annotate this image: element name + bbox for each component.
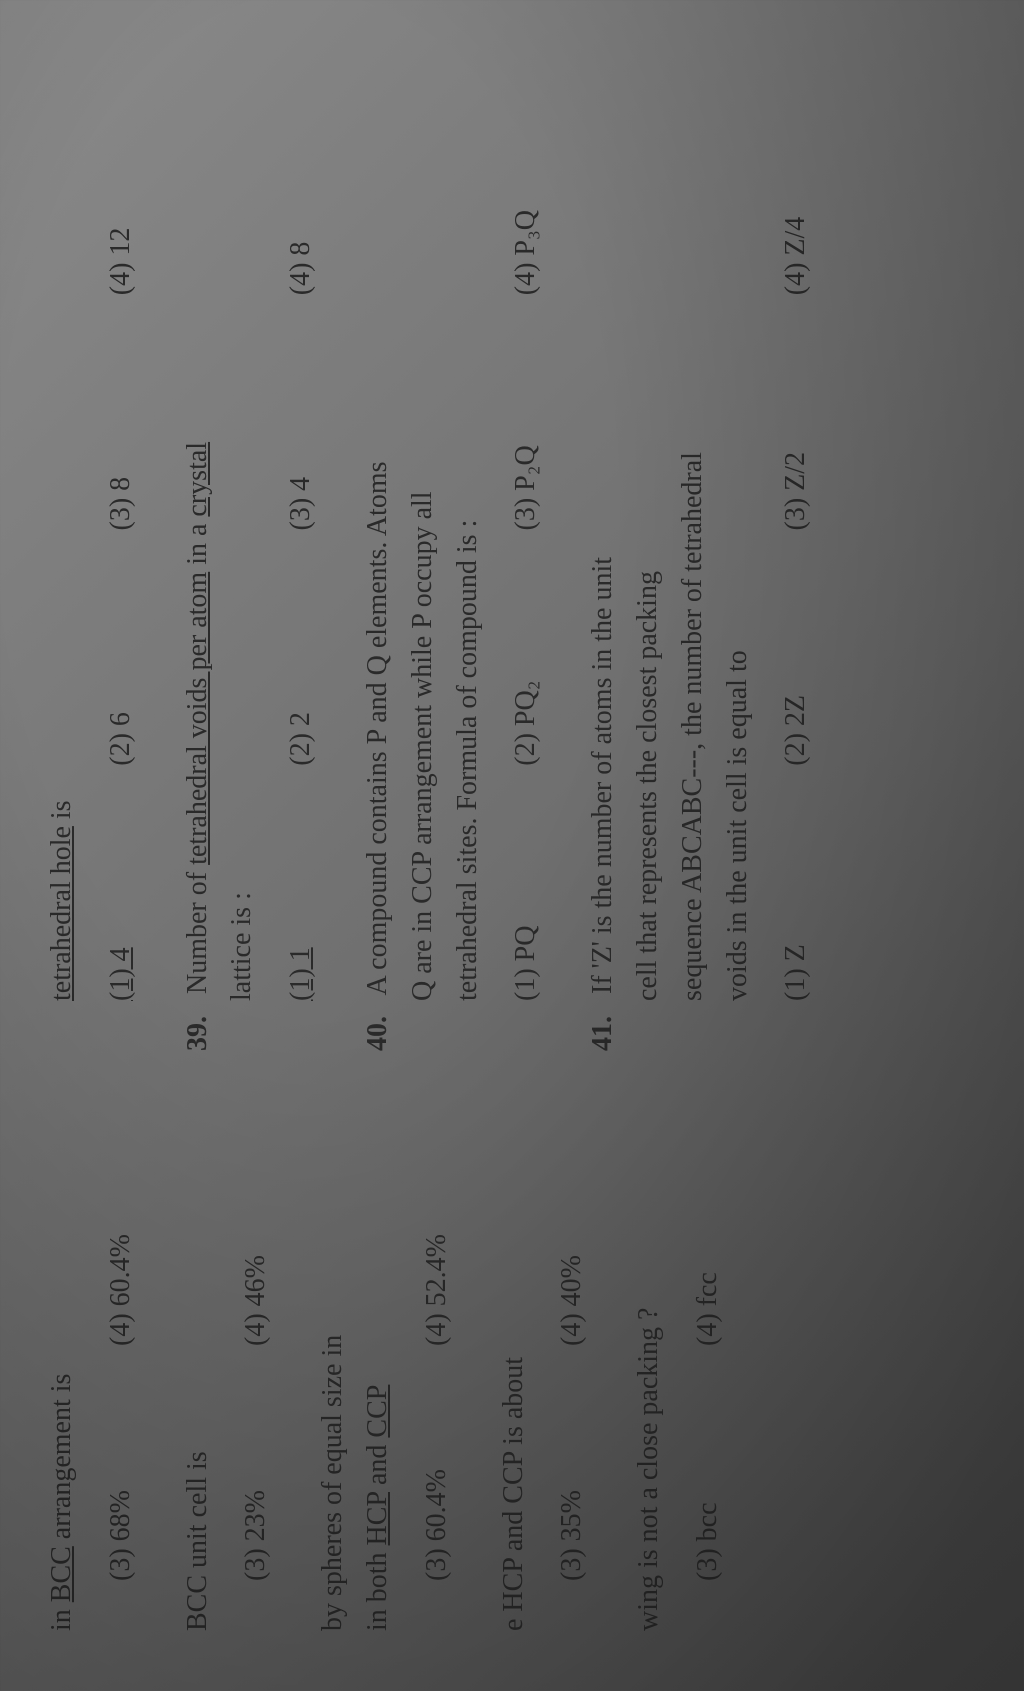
text: CCP [362,1385,393,1438]
text: in [46,1602,77,1631]
text: and [362,1438,393,1492]
option-3: (3) 4 [275,295,328,530]
question-number: 41. [581,1001,626,1051]
option-3: (3) Z/2 [770,295,823,530]
option-3: (3) 68% [95,1346,148,1581]
text: crystal [182,442,213,517]
question-spheres: by spheres of equal size in in both HCP … [311,1111,463,1631]
option-3: (3) 60.4% [411,1346,464,1581]
text: voids in the unit cell is equal to [716,60,761,1051]
option-2: (2) PQ₂ [500,531,553,766]
text: in a [182,517,213,572]
left-column: in BCC arrangement is (3) 68% (4) 60.4% … [40,1111,984,1631]
text: HCP [362,1492,393,1545]
question-bcc-unit-cell: BCC unit cell is (3) 23% (4) 46% [176,1111,284,1631]
options: (3) bcc (4) fcc [682,1111,735,1631]
question-number: 40. [356,1001,401,1051]
option-3: (3) P₂Q [500,295,553,530]
question-close-packing: wing is not a close packing ? (3) bcc (4… [627,1111,735,1631]
text: is [46,800,77,826]
options: (3) 23% (4) 46% [230,1111,283,1631]
text: lattice is : [220,60,265,1051]
option-4: (4) 60.4% [95,1111,148,1346]
text: e HCP and CCP is about [492,1111,537,1631]
option-1: (1) Z [770,766,823,1001]
text: BCC unit cell is [176,1111,221,1631]
option-1: (1) PQ [500,766,553,1001]
text: arrangement is [46,1374,77,1547]
text: tetrahedral voids per atom [182,572,213,865]
question-tetrahedral-hole: tetrahedral hole is (1) 4 (2) 6 (3) 8 (4… [40,60,148,1051]
option-4: (4) 52.4% [411,1111,464,1346]
text: A compound contains P and Q elements. At… [362,462,393,996]
option-3: (3) 35% [546,1346,599,1581]
text: sequence ABCABC---, the number of tetrah… [671,60,716,1051]
text: Q are in CCP arrangement while P occupy … [401,60,446,1051]
option-4: (4) P₃Q [500,60,553,295]
option-2: (2) 2Z [770,531,823,766]
option-4: (4) 46% [230,1111,283,1346]
option-3: (3) 8 [95,295,148,530]
text: cell that represents the closest packing [626,60,671,1051]
option-2: (2) 6 [95,531,148,766]
option-2: (2) 2 [275,531,328,766]
right-column: tetrahedral hole is (1) 4 (2) 6 (3) 8 (4… [40,60,984,1051]
text: wing is not a close packing ? [627,1111,672,1631]
question-40: 40. A compound contains P and Q elements… [356,60,553,1051]
question-39: 39. Number of tetrahedral voids per atom… [176,60,328,1051]
option-1: (1) 1 [275,766,328,1001]
options: (1) Z (2) 2Z (3) Z/2 (4) Z/4 [770,60,823,1051]
text: by spheres of equal size in [311,1111,356,1631]
options: (1) PQ (2) PQ₂ (3) P₂Q (4) P₃Q [500,60,553,1051]
question-41: 41. If 'Z' is the number of atoms in the… [581,60,823,1051]
text: BCC [46,1546,77,1602]
question-number: 39. [176,1001,221,1051]
question-bcc-arrangement: in BCC arrangement is (3) 68% (4) 60.4% [40,1111,148,1631]
text: If 'Z' is the number of atoms in the uni… [587,557,618,994]
option-3: (3) bcc [682,1346,735,1581]
option-3: (3) 23% [230,1346,283,1581]
option-4: (4) 40% [546,1111,599,1346]
question-hcp-ccp: e HCP and CCP is about (3) 35% (4) 40% [492,1111,600,1631]
option-4: (4) 12 [95,60,148,295]
text: tetrahedral hole [46,826,77,1001]
option-4: (4) Z/4 [770,60,823,295]
options: (3) 68% (4) 60.4% [95,1111,148,1631]
options: (3) 35% (4) 40% [546,1111,599,1631]
option-4: (4) fcc [682,1111,735,1346]
text: Number of [182,865,213,994]
text: tetrahedral sites. Formula of compound i… [446,60,491,1051]
option-1: (1) 4 [95,766,148,1001]
text: in both [362,1545,393,1631]
options: (1) 1 (2) 2 (3) 4 (4) 8 [275,60,328,1051]
options: (3) 60.4% (4) 52.4% [411,1111,464,1631]
options: (1) 4 (2) 6 (3) 8 (4) 12 [95,60,148,1051]
option-4: (4) 8 [275,60,328,295]
